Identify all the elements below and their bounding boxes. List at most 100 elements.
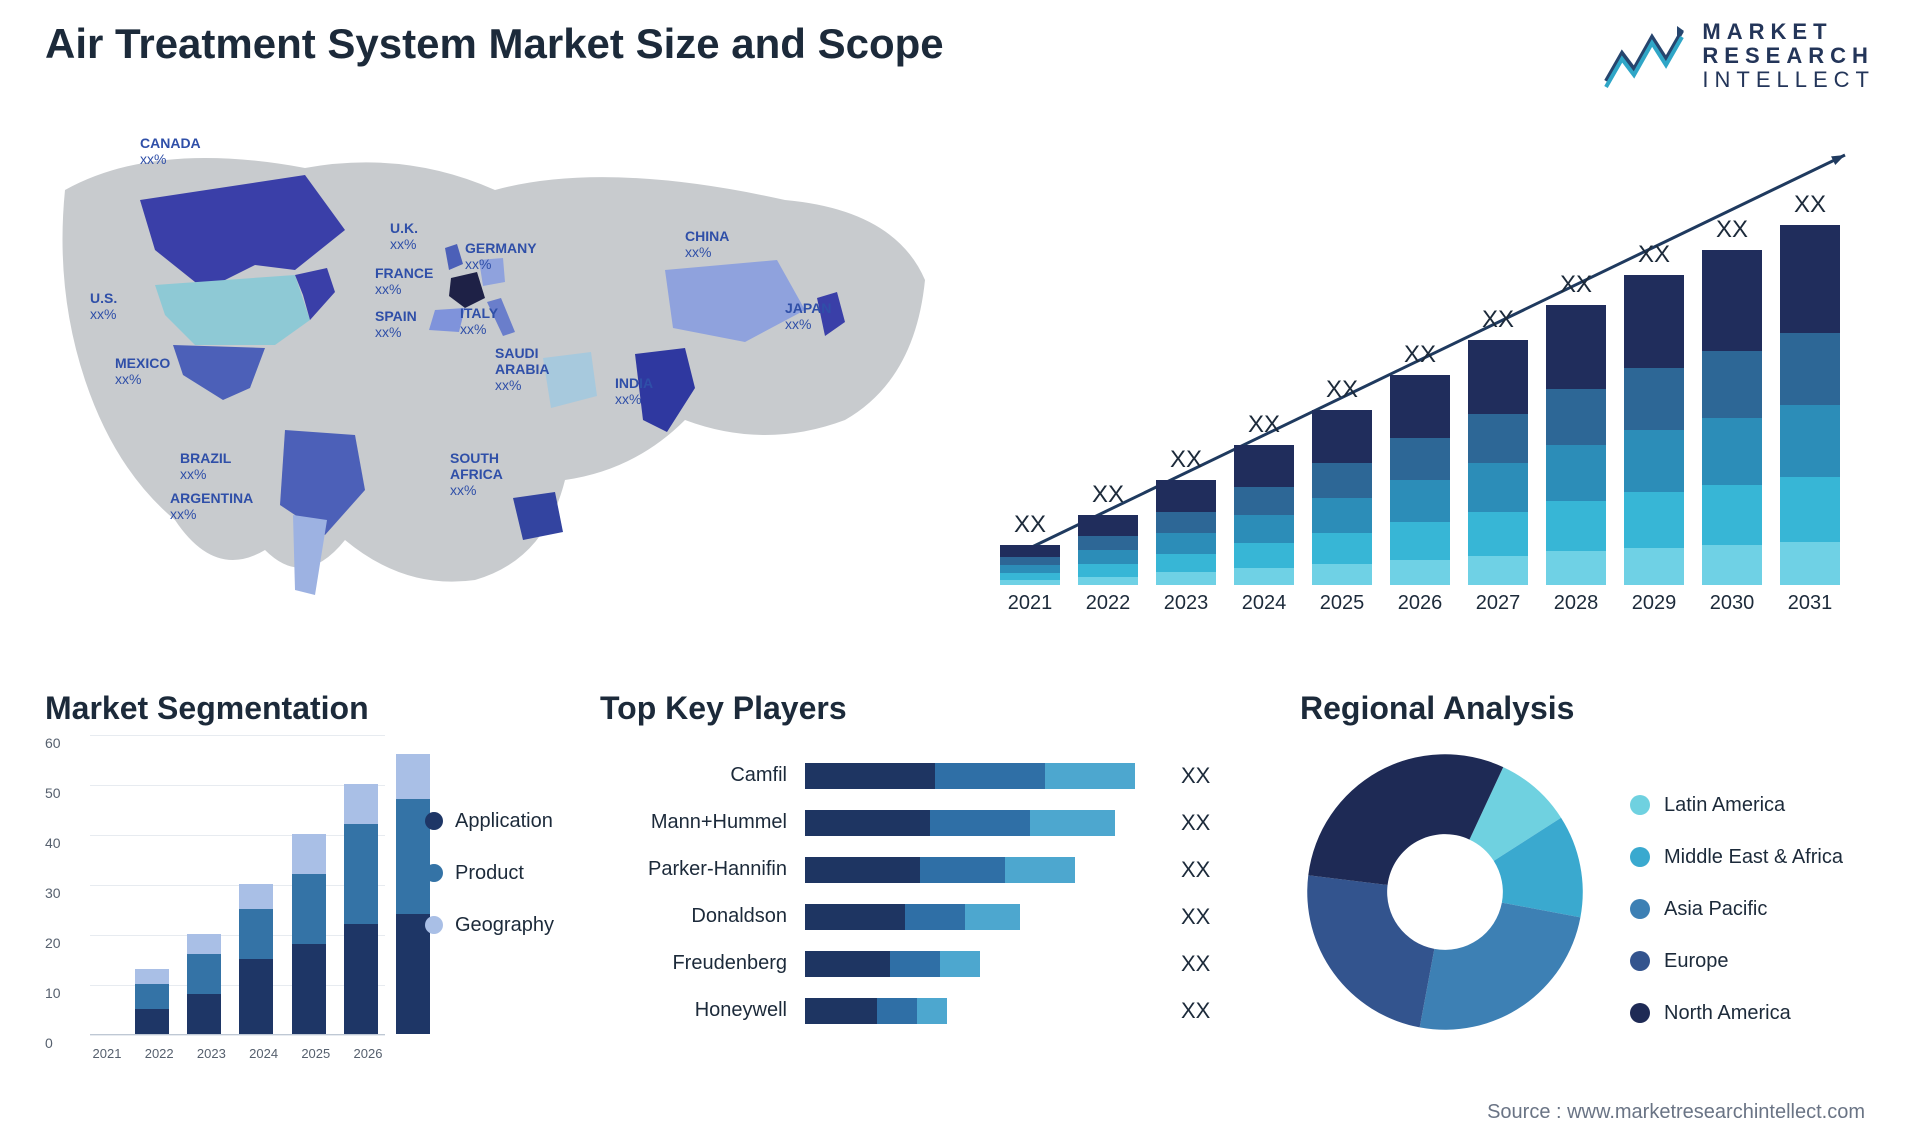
growth-bar-2025 [1312, 410, 1372, 585]
growth-bar-seg [1390, 480, 1450, 522]
kp-bar [805, 763, 1165, 789]
growth-bar-seg [1234, 515, 1294, 543]
kp-name: Honeywell [600, 999, 805, 1022]
growth-bar-seg [1624, 368, 1684, 430]
logo-text: MARKET RESEARCH INTELLECT [1702, 20, 1875, 93]
seg-ytick: 0 [45, 1035, 53, 1051]
growth-bar-seg [1156, 512, 1216, 533]
growth-bar-seg [1000, 565, 1060, 573]
seg-ytick: 20 [45, 935, 61, 951]
seg-ytick: 30 [45, 885, 61, 901]
legend-swatch-icon [425, 812, 443, 830]
donut-slice-north-america [1308, 754, 1503, 885]
seg-legend-item: Application [425, 795, 554, 847]
seg-bar-seg [239, 909, 273, 959]
segmentation-legend: ApplicationProductGeography [425, 795, 554, 951]
kp-bar-seg [920, 857, 1005, 883]
growth-bar-seg [1546, 445, 1606, 501]
kp-name: Camfil [600, 764, 805, 787]
logo-icon [1604, 23, 1684, 89]
growth-bar-seg [1546, 551, 1606, 585]
kp-bar-seg [805, 998, 877, 1024]
legend-label: North America [1664, 990, 1791, 1036]
map-label-south-africa: SOUTHAFRICAxx% [450, 450, 503, 498]
legend-swatch-icon [425, 916, 443, 934]
growth-bar-seg [1078, 564, 1138, 577]
growth-value-label: XX [1546, 271, 1606, 299]
growth-year-label: 2027 [1468, 592, 1528, 615]
growth-bar-seg [1468, 463, 1528, 512]
growth-bar-seg [1546, 389, 1606, 445]
kp-bar-seg [877, 998, 917, 1024]
kp-bar-seg [935, 763, 1045, 789]
growth-bar-seg [1156, 480, 1216, 512]
seg-bar-seg [187, 994, 221, 1034]
growth-bar-seg [1000, 557, 1060, 565]
kp-value: XX [1181, 951, 1210, 977]
growth-bar-seg [1078, 515, 1138, 536]
kp-value: XX [1181, 810, 1210, 836]
seg-bar-seg [135, 1009, 169, 1034]
growth-year-label: 2029 [1624, 592, 1684, 615]
growth-bar-2030 [1702, 250, 1762, 585]
donut-legend-item: Asia Pacific [1630, 886, 1843, 932]
kp-bar-seg [1045, 763, 1135, 789]
kp-bar [805, 857, 1165, 883]
seg-bar-seg [239, 884, 273, 909]
growth-value-label: XX [1390, 341, 1450, 369]
seg-bar-seg [344, 784, 378, 824]
legend-label: Asia Pacific [1664, 886, 1767, 932]
seg-year-label: 2023 [194, 1046, 228, 1061]
growth-bar-seg [1156, 572, 1216, 585]
growth-bar-seg [1780, 405, 1840, 477]
growth-bar-seg [1312, 498, 1372, 533]
seg-bar-2024 [292, 834, 326, 1034]
seg-ytick: 50 [45, 785, 61, 801]
legend-swatch-icon [1630, 795, 1650, 815]
seg-bar-seg [187, 934, 221, 954]
growth-bar-seg [1780, 225, 1840, 333]
seg-bar-2021 [135, 969, 169, 1034]
kp-row: Parker-HannifinXX [600, 846, 1230, 893]
map-label-china: CHINAxx% [685, 228, 729, 260]
growth-year-label: 2024 [1234, 592, 1294, 615]
growth-bar-seg [1780, 477, 1840, 542]
growth-bar-seg [1468, 556, 1528, 585]
growth-bar-seg [1702, 351, 1762, 418]
kp-bar-seg [805, 763, 935, 789]
kp-bar-seg [1030, 810, 1115, 836]
kp-bar-seg [805, 904, 905, 930]
legend-label: Geography [455, 899, 554, 951]
growth-value-label: XX [1078, 481, 1138, 509]
kp-bar-seg [917, 998, 947, 1024]
growth-bar-seg [1234, 568, 1294, 585]
donut-slice-asia-pacific [1420, 903, 1581, 1030]
growth-value-label: XX [1312, 376, 1372, 404]
donut-legend-item: Middle East & Africa [1630, 834, 1843, 880]
map-label-u-k-: U.K.xx% [390, 220, 418, 252]
kp-row: HoneywellXX [600, 987, 1230, 1034]
map-label-argentina: ARGENTINAxx% [170, 490, 253, 522]
growth-bar-seg [1078, 550, 1138, 564]
seg-bar-2023 [239, 884, 273, 1034]
growth-bar-seg [1000, 545, 1060, 557]
segmentation-section: Market Segmentation 01020304050602021202… [45, 690, 585, 1065]
seg-bar-seg [135, 969, 169, 984]
donut-legend-item: North America [1630, 990, 1843, 1036]
growth-bar-seg [1312, 564, 1372, 585]
kp-bar [805, 951, 1165, 977]
growth-year-label: 2031 [1780, 592, 1840, 615]
growth-bar-seg [1702, 545, 1762, 585]
seg-bar-seg [292, 944, 326, 1034]
regional-title: Regional Analysis [1300, 690, 1880, 727]
legend-swatch-icon [1630, 951, 1650, 971]
growth-value-label: XX [1702, 216, 1762, 244]
growth-bar-seg [1312, 410, 1372, 463]
kp-row: Mann+HummelXX [600, 799, 1230, 846]
seg-legend-item: Geography [425, 899, 554, 951]
seg-year-label: 2026 [351, 1046, 385, 1061]
kp-bar [805, 810, 1165, 836]
key-players-section: Top Key Players CamfilXXMann+HummelXXPar… [600, 690, 1230, 1034]
legend-label: Product [455, 847, 524, 899]
kp-bar-seg [805, 857, 920, 883]
